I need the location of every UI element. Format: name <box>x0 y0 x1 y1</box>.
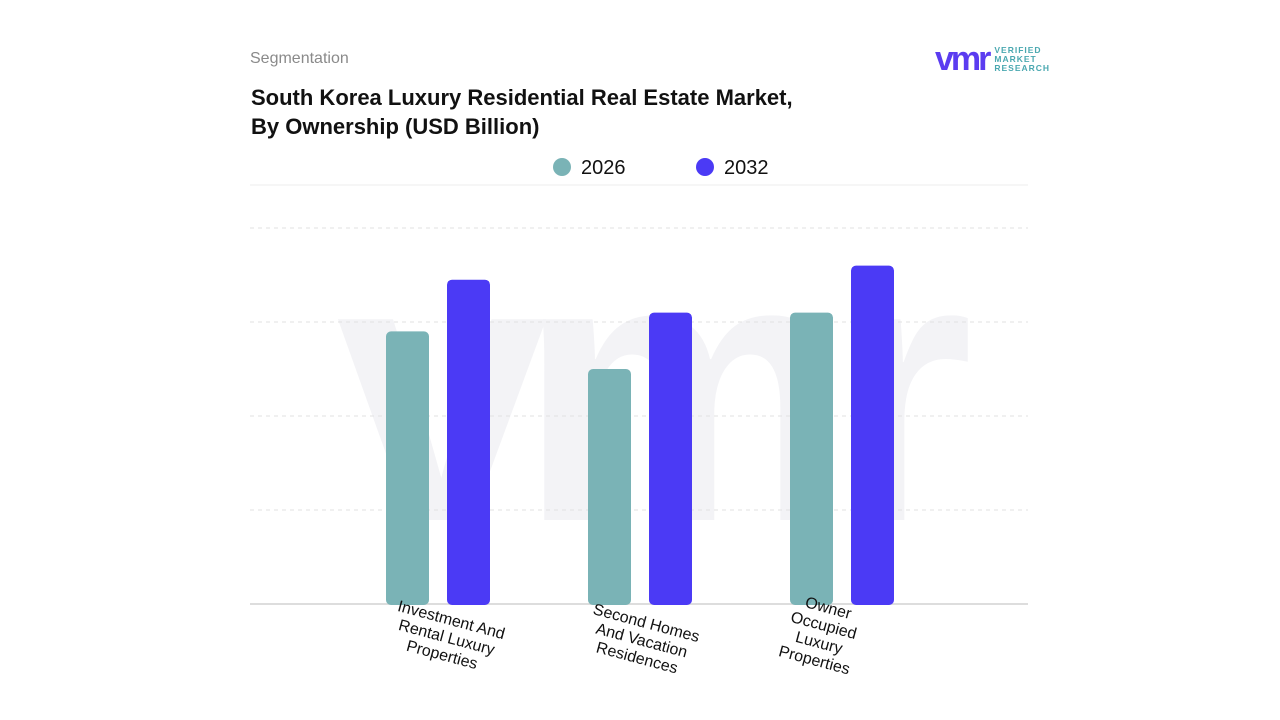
bar-2026-0 <box>386 331 429 605</box>
bar-2026-1 <box>588 369 631 605</box>
bar-2032-1 <box>649 312 692 605</box>
title-line-1: South Korea Luxury Residential Real Esta… <box>251 85 793 110</box>
legend-marker-2032 <box>696 158 714 176</box>
logo-line-3: RESEARCH <box>994 62 1051 73</box>
category-label-1: Second HomesAnd VacationResidences <box>582 601 701 681</box>
logo-words: VERIFIED MARKET RESEARCH <box>994 44 1051 73</box>
category-label-2: OwnerOccupiedLuxuryProperties <box>777 591 866 678</box>
legend-marker-2026 <box>553 158 571 176</box>
category-label-0: Investment AndRental LuxuryProperties <box>386 598 506 678</box>
title-line-2: By Ownership (USD Billion) <box>251 114 540 139</box>
bar-2032-2 <box>851 265 894 605</box>
legend-label-2032: 2032 <box>724 157 769 179</box>
legend-label-2026: 2026 <box>581 157 626 179</box>
logo-line-1: VERIFIED <box>994 44 1042 55</box>
segmentation-label: Segmentation <box>250 50 349 67</box>
logo-mark: vmr <box>935 40 991 78</box>
bar-2032-0 <box>447 279 490 605</box>
logo-line-2: MARKET <box>994 53 1037 64</box>
chart-title: South Korea Luxury Residential Real Esta… <box>251 83 891 141</box>
bar-2026-2 <box>790 312 833 605</box>
vmr-logo: vmr VERIFIED MARKET RESEARCH <box>935 40 1051 78</box>
